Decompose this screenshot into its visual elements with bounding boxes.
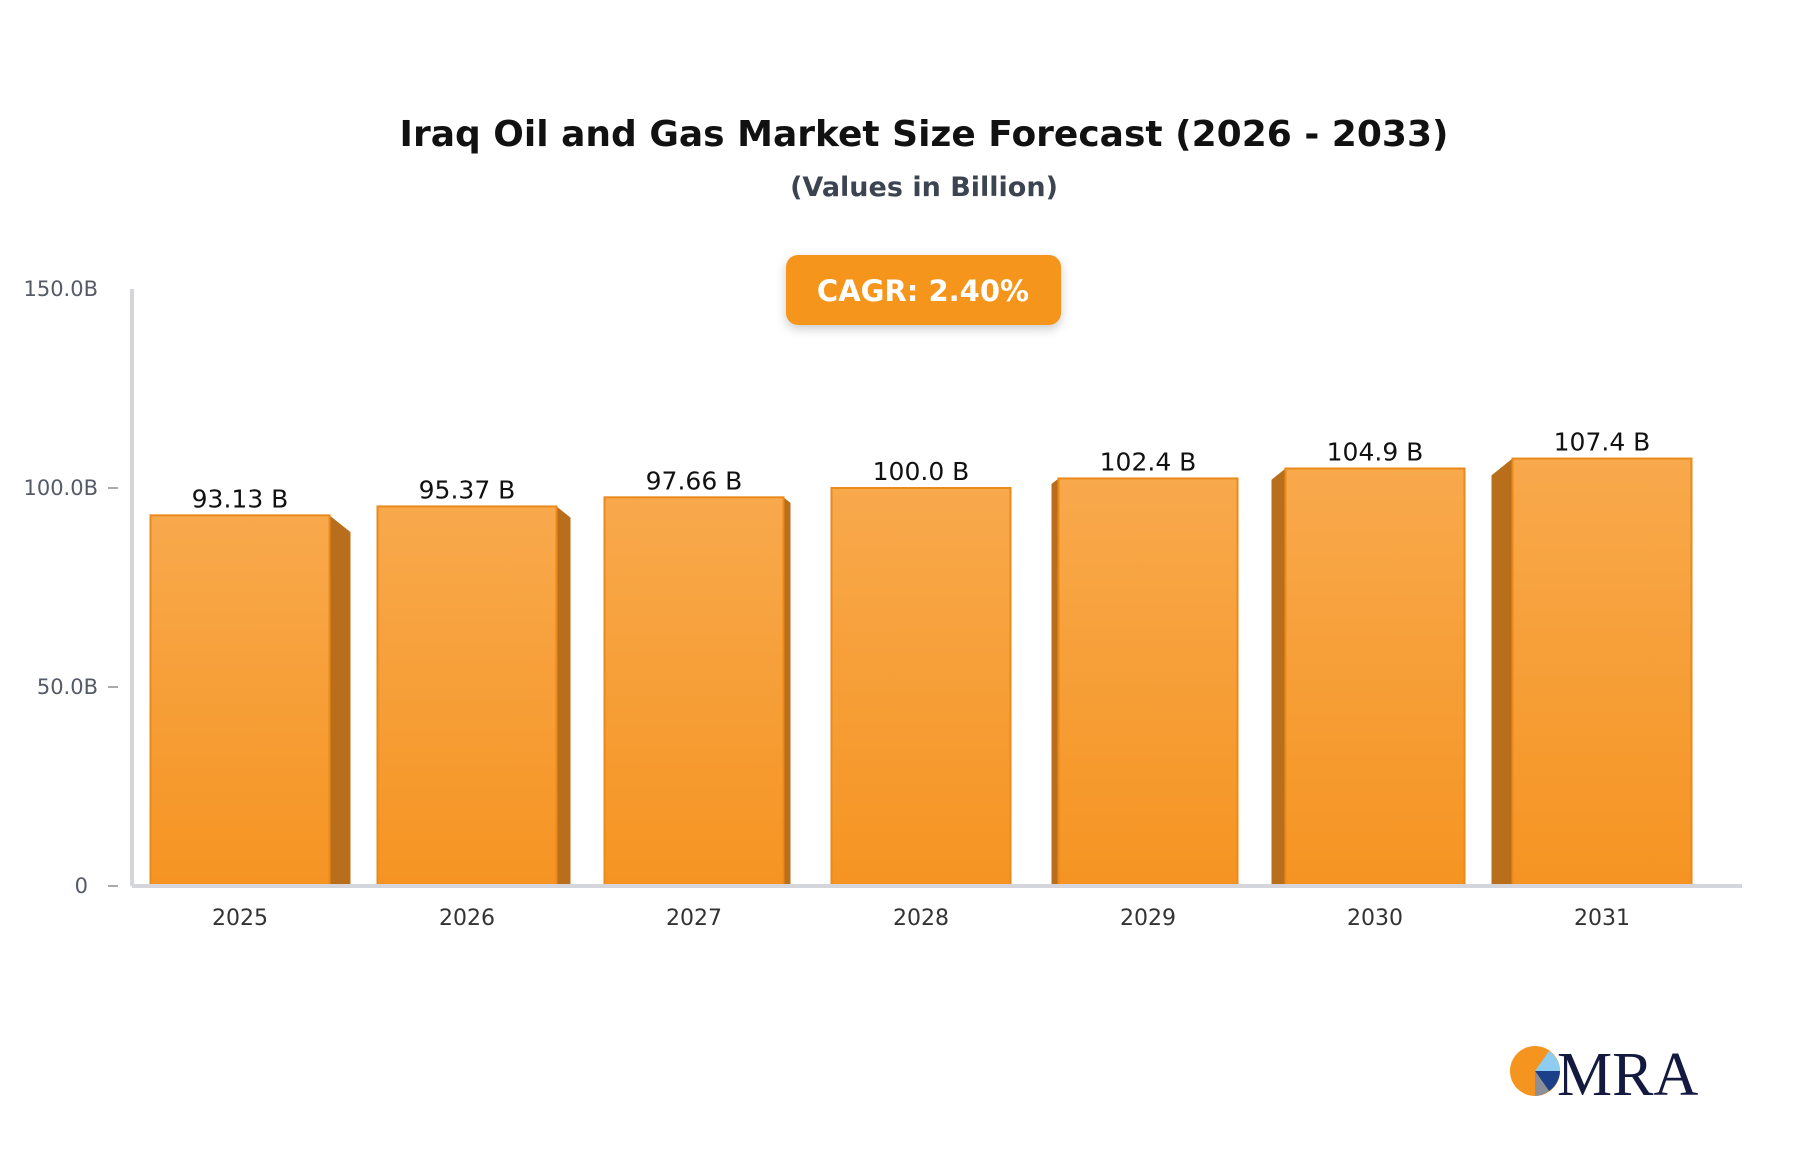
cagr-label: CAGR: 2.40%	[817, 274, 1029, 308]
x-tick-label: 2028	[893, 906, 949, 931]
x-tick-label: 2031	[1574, 906, 1630, 931]
bar-side	[1271, 468, 1286, 886]
data-label: 104.9 B	[1327, 437, 1424, 466]
svg-text:MRA: MRA	[1557, 1041, 1698, 1109]
x-tick-label: 2029	[1120, 906, 1176, 931]
bar-2028: 100.0 B	[830, 457, 1012, 887]
bar-side	[329, 515, 351, 886]
y-tick-label: 50.0B	[37, 675, 98, 699]
bar-side	[783, 497, 791, 886]
chart-subtitle: (Values in Billion)	[790, 172, 1058, 203]
x-tick-label: 2027	[666, 906, 722, 931]
bar-side	[556, 506, 571, 886]
bar-side	[1051, 478, 1059, 886]
bars: 93.13 B 95.37 B 97.66 B 100.0 B 102.4 B 104.9…	[149, 428, 1693, 887]
x-axis: 2025 2026 2027 2028 2029 2030 2031	[132, 884, 1742, 931]
bar-2030: 104.9 B	[1271, 437, 1466, 887]
y-tick-label: 150.0B	[23, 277, 98, 301]
bar	[830, 487, 1012, 887]
bar	[376, 505, 558, 887]
y-tick-label: 100.0B	[23, 476, 98, 500]
x-tick-label: 2025	[212, 906, 268, 931]
cagr-badge: CAGR: 2.40%	[786, 255, 1061, 325]
mra-logo: MRA	[1510, 1041, 1698, 1109]
x-tick-label: 2026	[439, 906, 495, 931]
data-label: 107.4 B	[1554, 428, 1651, 457]
bar	[1057, 477, 1239, 887]
bar-2031: 107.4 B	[1491, 428, 1693, 887]
data-label: 100.0 B	[873, 457, 970, 486]
y-tick-label: 0	[75, 874, 88, 898]
bar-2025: 93.13 B	[149, 484, 351, 887]
chart-title: Iraq Oil and Gas Market Size Forecast (2…	[400, 114, 1449, 155]
bar-2026: 95.37 B	[376, 475, 571, 887]
data-label: 102.4 B	[1100, 447, 1197, 476]
bar	[149, 514, 331, 887]
data-label: 95.37 B	[419, 475, 516, 504]
data-label: 97.66 B	[646, 466, 743, 495]
bar	[1284, 467, 1466, 887]
bar-side	[1491, 458, 1513, 886]
bar	[603, 496, 785, 887]
bar	[1511, 457, 1693, 887]
data-label: 93.13 B	[192, 484, 289, 513]
y-axis: 0 50.0B 100.0B 150.0B	[23, 277, 134, 898]
bar-2027: 97.66 B	[603, 466, 791, 887]
x-tick-label: 2030	[1347, 906, 1403, 931]
bar-2029: 102.4 B	[1051, 447, 1239, 887]
